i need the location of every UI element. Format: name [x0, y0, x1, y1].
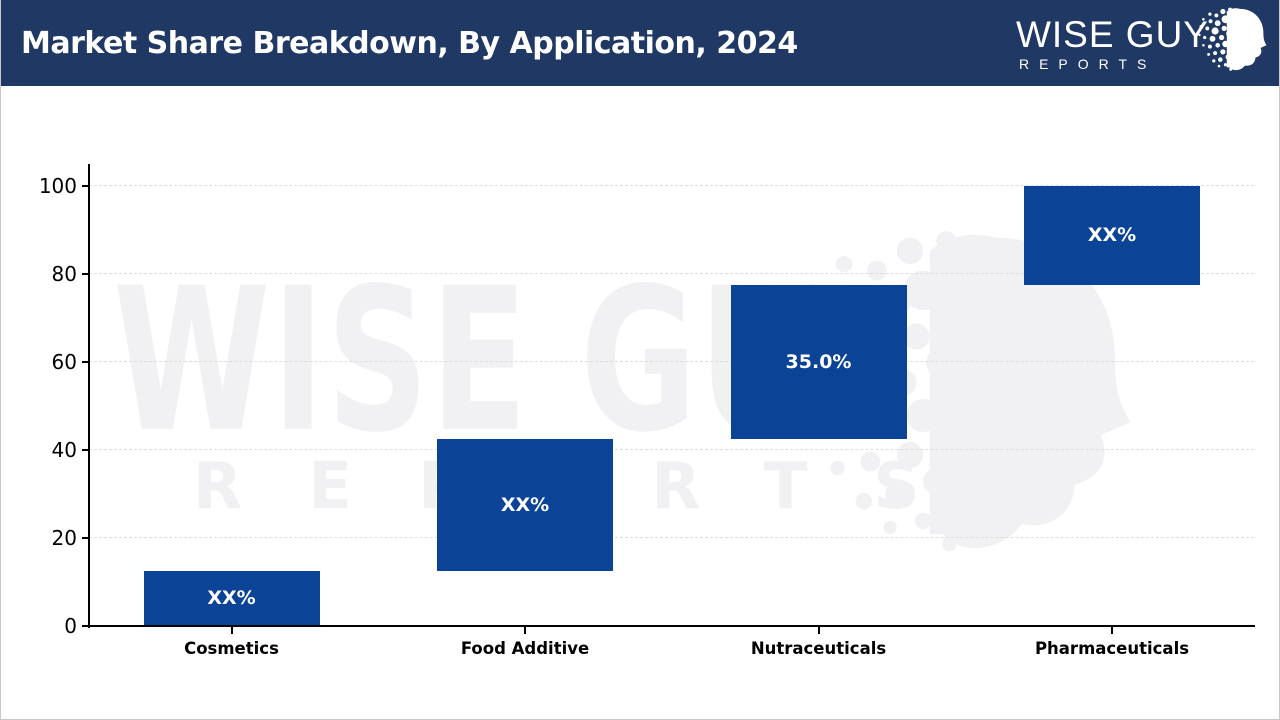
- x-label-2: Nutraceuticals: [750, 639, 887, 658]
- bar-cosmetics: XX%: [143, 570, 320, 626]
- y-tick-60: [82, 360, 89, 363]
- x-tick-2: [817, 627, 820, 634]
- y-tick-40: [82, 448, 89, 451]
- x-label-1: Food Additive: [460, 639, 590, 658]
- x-label-0: Cosmetics: [184, 639, 279, 658]
- y-tick-label-100: 100: [38, 173, 77, 198]
- wiseguy-logo: WISE GUY REPORTS: [1016, 5, 1271, 83]
- bar-value-label: XX%: [500, 493, 550, 516]
- gridline-100: [89, 184, 1254, 186]
- logo-subtext: REPORTS: [1018, 56, 1157, 72]
- x-tick-0: [230, 627, 233, 634]
- bar-pharmaceuticals: XX%: [1024, 185, 1200, 285]
- y-tick-80: [82, 272, 89, 275]
- x-axis-line: [88, 625, 1255, 627]
- y-tick-label-20: 20: [51, 525, 77, 550]
- header-band: Market Share Breakdown, By Application, …: [1, 0, 1279, 86]
- gridline-80: [89, 272, 1254, 274]
- bar-value-label: XX%: [1087, 224, 1137, 247]
- x-tick-1: [524, 627, 526, 634]
- gridline-20: [89, 536, 1254, 538]
- page-title: Market Share Breakdown, By Application, …: [21, 25, 798, 61]
- y-tick-label-60: 60: [51, 349, 77, 374]
- y-tick-0: [82, 625, 89, 627]
- bar-nutraceuticals: 35.0%: [730, 284, 907, 439]
- bar-value-label: 35.0%: [785, 350, 852, 373]
- bar-food-additive: XX%: [437, 438, 613, 571]
- y-axis-line: [88, 164, 90, 628]
- gridline-40: [89, 448, 1254, 450]
- x-tick-3: [1111, 627, 1113, 634]
- y-tick-label-0: 0: [64, 614, 77, 638]
- gridline-60: [89, 360, 1254, 362]
- y-tick-20: [82, 536, 89, 539]
- dotted-face-icon: [1198, 7, 1267, 71]
- y-tick-label-80: 80: [51, 261, 77, 286]
- bar-value-label: XX%: [207, 587, 256, 610]
- logo-wordmark: WISE GUY: [1015, 14, 1209, 55]
- y-tick-100: [82, 184, 89, 187]
- x-label-3: Pharmaceuticals: [1034, 639, 1190, 658]
- logo-text: WISE GUY REPORTS: [1016, 16, 1209, 72]
- y-tick-label-40: 40: [51, 437, 77, 462]
